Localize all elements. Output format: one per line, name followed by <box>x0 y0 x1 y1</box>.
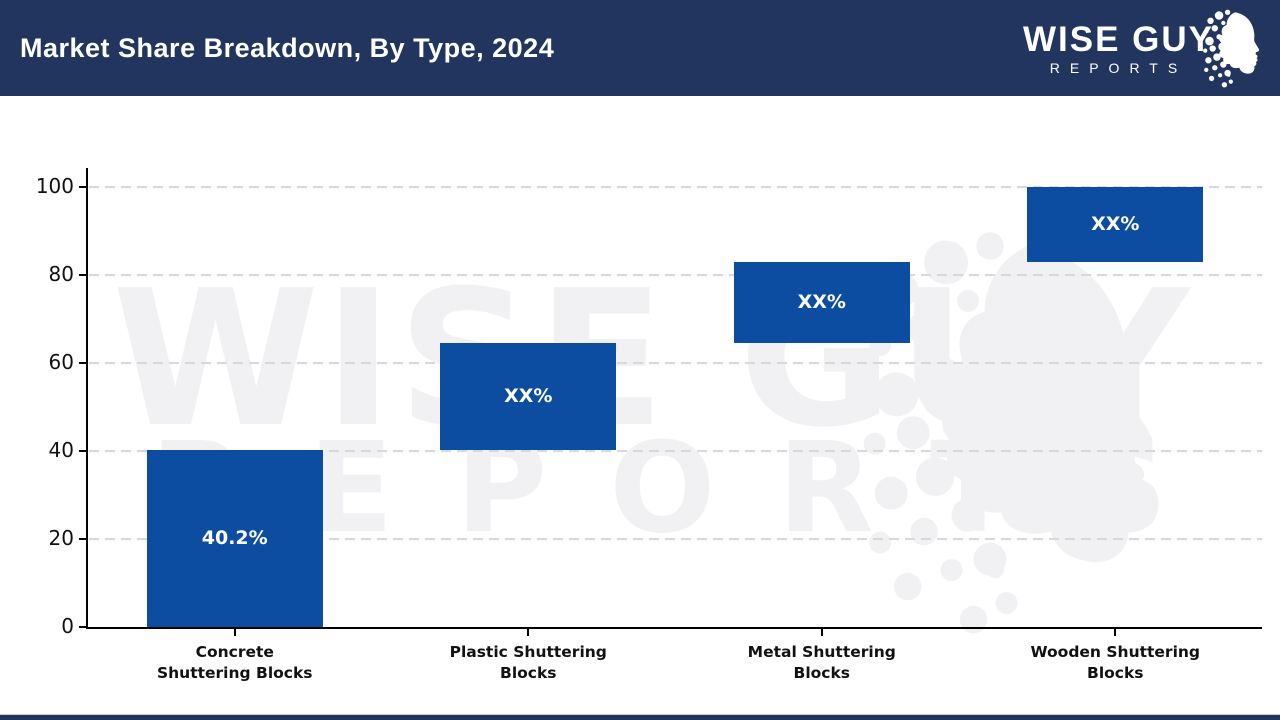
bar-3: XX% <box>1027 187 1204 262</box>
bar-value-label-0: 40.2% <box>201 527 268 550</box>
bar-value-label-3: XX% <box>1091 213 1140 235</box>
x-tick-0 <box>233 629 236 636</box>
bar-2: XX% <box>733 261 910 343</box>
x-category-label-3: Wooden Shuttering Blocks <box>1030 643 1201 682</box>
bar-value-label-1: XX% <box>504 384 553 407</box>
x-category-label-0: Concrete Shuttering Blocks <box>156 643 313 682</box>
y-tick-60 <box>79 362 87 364</box>
brand-subtitle: REPORTS <box>1049 59 1188 76</box>
y-tick-0 <box>79 626 87 628</box>
brand-name: WISE GUY <box>1022 19 1214 59</box>
brand-text: WISE GUY REPORTS <box>1023 22 1214 75</box>
y-tick-label-20: 20 <box>48 526 74 550</box>
bar-0: 40.2% <box>146 450 323 627</box>
x-tick-1 <box>527 629 530 636</box>
y-axis-line <box>86 168 88 629</box>
y-tick-label-60: 60 <box>48 350 74 374</box>
y-tick-label-100: 100 <box>35 174 74 198</box>
plot: 0 20 40 60 80 100 40.2% Concrete Shuttering Blo… <box>0 96 1280 715</box>
x-axis-line <box>86 627 1262 629</box>
wiseguy-face-icon <box>1203 9 1260 88</box>
x-tick-3 <box>1114 629 1117 636</box>
bar-value-label-2: XX% <box>797 290 846 313</box>
x-category-label-1: Plastic Shuttering Blocks <box>449 643 607 682</box>
gridline-80 <box>89 274 1262 276</box>
gridline-40 <box>89 450 1262 452</box>
page-title: Market Share Breakdown, By Type, 2024 <box>20 32 555 63</box>
header: Market Share Breakdown, By Type, 2024 WI… <box>0 0 1280 96</box>
y-tick-20 <box>79 538 87 540</box>
y-tick-label-0: 0 <box>61 614 74 638</box>
gridline-100 <box>89 186 1262 188</box>
bar-1: XX% <box>440 342 617 451</box>
y-tick-label-40: 40 <box>48 438 74 462</box>
y-tick-100 <box>79 186 87 188</box>
gridline-60 <box>89 362 1262 364</box>
chart-area: WISE GUY REPORTS 0 20 40 60 80 100 40.2% Concre… <box>0 96 1280 715</box>
y-tick-40 <box>79 450 87 452</box>
footer-hairline <box>0 714 1280 715</box>
x-category-label-2: Metal Shuttering Blocks <box>747 643 896 682</box>
brand-logo: WISE GUY REPORTS <box>1023 8 1266 88</box>
y-tick-80 <box>79 274 87 276</box>
footer-bar <box>0 715 1280 720</box>
x-tick-2 <box>820 629 823 636</box>
gridline-20 <box>89 538 1262 540</box>
y-tick-label-80: 80 <box>48 262 74 286</box>
